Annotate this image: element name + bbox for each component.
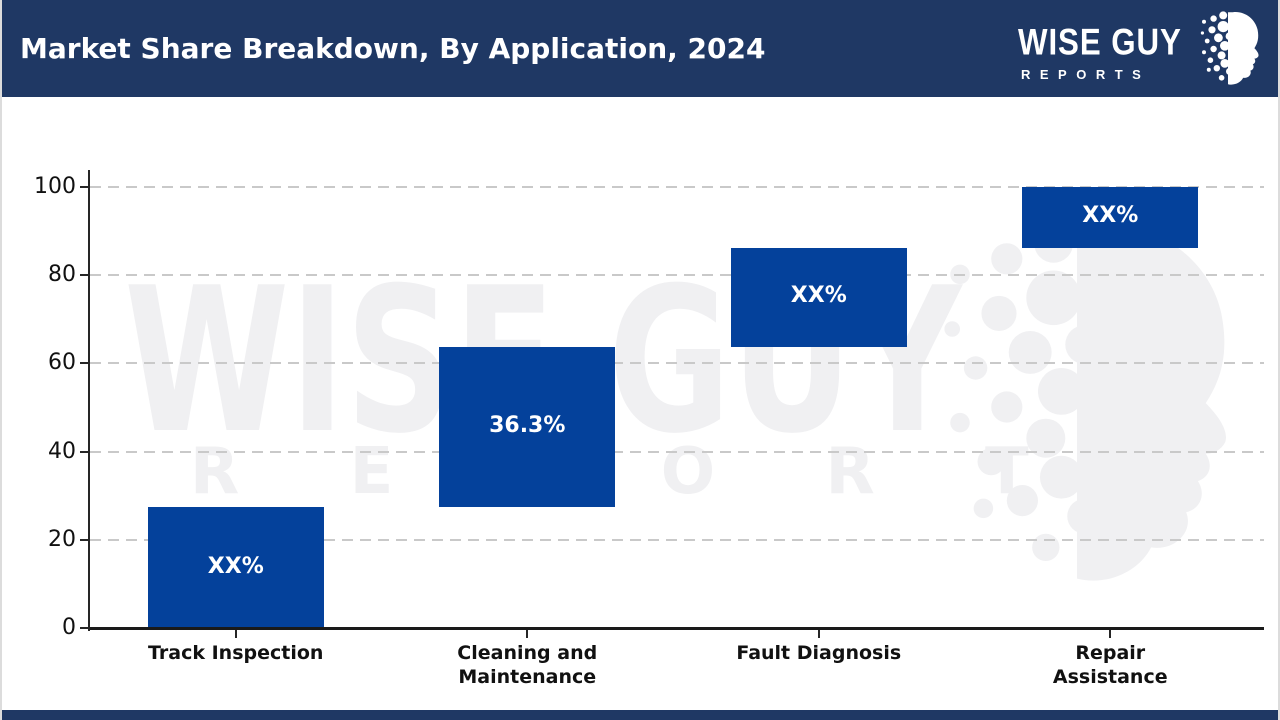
y-axis-tick-label-80: 80 bbox=[48, 262, 76, 288]
y-axis-tick-label-20: 20 bbox=[48, 526, 76, 552]
x-axis-tick-label-3: Fault Diagnosis bbox=[736, 642, 902, 664]
waterfall-bar-4 bbox=[1022, 187, 1199, 248]
gridline-80 bbox=[90, 274, 1264, 277]
gridline-100 bbox=[90, 186, 1264, 188]
y-axis-tick-label-0: 0 bbox=[62, 615, 76, 640]
waterfall-bar-2 bbox=[439, 347, 616, 508]
y-axis-tick-60 bbox=[80, 362, 88, 365]
gridline-40 bbox=[90, 450, 1264, 453]
brand-logo: WISE GUY REPORTS bbox=[1018, 6, 1268, 92]
x-axis-tick-1 bbox=[234, 630, 237, 638]
x-axis-tick-label-2: Cleaning and Maintenance bbox=[457, 642, 598, 688]
y-axis-tick-0 bbox=[80, 627, 88, 629]
watermark-face-icon bbox=[944, 223, 1226, 581]
bar-value-label-1: XX% bbox=[207, 553, 264, 579]
y-axis-line bbox=[88, 170, 90, 631]
y-axis-tick-100 bbox=[80, 186, 88, 188]
gridline-20 bbox=[90, 538, 1264, 541]
x-axis-line bbox=[90, 627, 1264, 630]
y-axis-tick-label-40: 40 bbox=[48, 438, 76, 464]
y-axis-tick-label-60: 60 bbox=[48, 350, 76, 376]
bar-value-label-3: XX% bbox=[790, 283, 847, 309]
x-axis-tick-label-4: Repair Assistance bbox=[1052, 642, 1168, 688]
y-axis-tick-label-100: 100 bbox=[34, 174, 76, 199]
y-axis-tick-20 bbox=[80, 538, 88, 541]
header-bar: Market Share Breakdown, By Application, … bbox=[2, 0, 1278, 97]
footer-bar bbox=[2, 710, 1278, 720]
x-axis-tick-4 bbox=[1109, 630, 1112, 638]
x-axis-tick-label-1: Track Inspection bbox=[148, 642, 324, 664]
brand-subtitle: REPORTS bbox=[1021, 67, 1151, 82]
x-axis-tick-2 bbox=[526, 630, 529, 638]
page-title: Market Share Breakdown, By Application, … bbox=[20, 32, 766, 65]
y-axis-tick-80 bbox=[80, 274, 88, 277]
bar-value-label-2: 36.3% bbox=[489, 413, 566, 439]
dotted-face-profile-icon bbox=[1200, 11, 1259, 85]
gridline-60 bbox=[90, 362, 1264, 365]
waterfall-bar-1 bbox=[147, 507, 324, 628]
y-axis-tick-40 bbox=[80, 450, 88, 453]
brand-name: WISE GUY bbox=[1018, 22, 1182, 64]
brand-wordmark: WISE GUY REPORTS bbox=[1018, 22, 1196, 82]
waterfall-bar-3 bbox=[730, 247, 907, 348]
x-axis-tick-3 bbox=[817, 630, 820, 638]
bar-value-label-4: XX% bbox=[1082, 203, 1139, 229]
